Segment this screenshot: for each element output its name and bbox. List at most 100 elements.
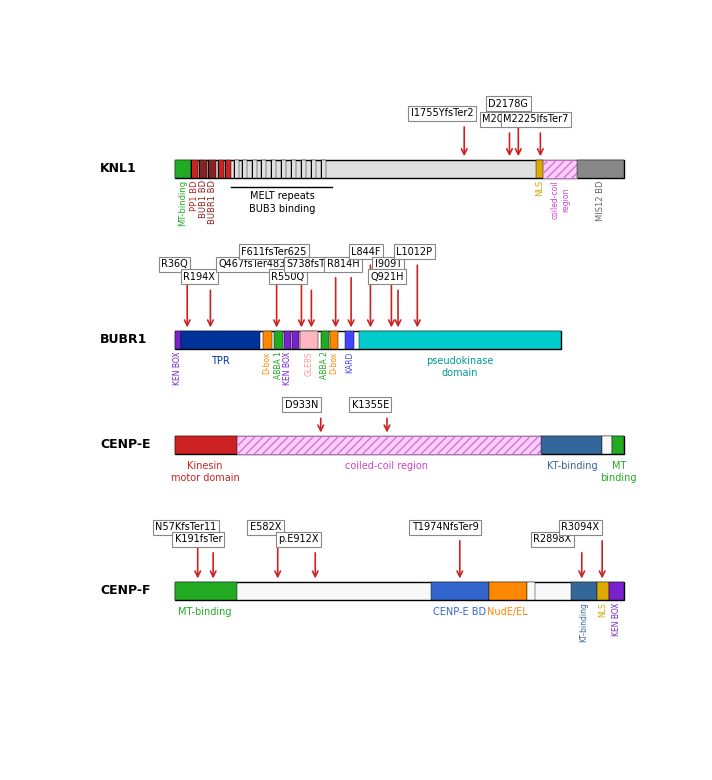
Text: NLS: NLS bbox=[535, 180, 544, 197]
Text: I909T: I909T bbox=[375, 259, 402, 269]
Bar bbox=[292, 331, 299, 349]
Bar bbox=[291, 160, 296, 178]
Bar bbox=[577, 160, 624, 178]
Text: TPR: TPR bbox=[211, 356, 230, 366]
Bar bbox=[360, 331, 561, 349]
Text: S738fsTer753: S738fsTer753 bbox=[287, 259, 352, 269]
Bar bbox=[527, 582, 535, 600]
Bar bbox=[597, 582, 609, 600]
Bar bbox=[542, 436, 602, 454]
Text: BUBR1: BUBR1 bbox=[100, 333, 147, 346]
Text: CENP-F: CENP-F bbox=[100, 584, 150, 597]
Text: pseudokinase
domain: pseudokinase domain bbox=[426, 356, 493, 378]
Bar bbox=[174, 331, 561, 349]
Text: ABBA 2: ABBA 2 bbox=[320, 351, 329, 379]
Bar bbox=[191, 160, 198, 178]
Bar bbox=[174, 582, 237, 600]
Text: MT-binding: MT-binding bbox=[178, 607, 231, 617]
Text: MIS12 BD: MIS12 BD bbox=[596, 180, 605, 221]
Text: T1974NfsTer9: T1974NfsTer9 bbox=[412, 523, 478, 532]
Bar bbox=[431, 582, 489, 600]
Bar bbox=[242, 160, 247, 178]
Text: CENP-E: CENP-E bbox=[100, 438, 150, 452]
Text: BUB1 BD: BUB1 BD bbox=[199, 180, 208, 218]
Text: KT-binding: KT-binding bbox=[579, 602, 588, 642]
Bar bbox=[174, 160, 191, 178]
Bar bbox=[261, 160, 266, 178]
Text: MT-binding: MT-binding bbox=[178, 180, 187, 226]
Text: KEN BOX: KEN BOX bbox=[283, 351, 292, 385]
Text: BUBR1 BD: BUBR1 BD bbox=[208, 180, 216, 224]
Bar bbox=[225, 160, 231, 178]
Bar bbox=[301, 160, 306, 178]
Bar bbox=[345, 331, 354, 349]
Text: KEN BOX: KEN BOX bbox=[612, 602, 621, 636]
Bar bbox=[536, 160, 543, 178]
Text: E582X: E582X bbox=[250, 523, 281, 532]
Text: L844F: L844F bbox=[351, 246, 381, 257]
Text: F611fsTer625: F611fsTer625 bbox=[241, 246, 307, 257]
Text: R2898X: R2898X bbox=[533, 534, 572, 544]
Text: D933N: D933N bbox=[285, 399, 318, 410]
Text: MT
binding: MT binding bbox=[600, 461, 637, 483]
Text: M2225IfsTer7: M2225IfsTer7 bbox=[503, 115, 569, 125]
Bar bbox=[174, 582, 624, 600]
Text: M2041I: M2041I bbox=[482, 115, 518, 125]
Bar bbox=[263, 331, 272, 349]
Bar bbox=[218, 160, 224, 178]
Bar bbox=[311, 160, 316, 178]
Bar bbox=[199, 160, 206, 178]
Text: BUB3 binding: BUB3 binding bbox=[249, 204, 315, 214]
Bar bbox=[330, 331, 338, 349]
Bar bbox=[602, 436, 612, 454]
Text: NudE/EL: NudE/EL bbox=[487, 607, 528, 617]
Text: KARD: KARD bbox=[345, 351, 354, 373]
Text: D-box: D-box bbox=[330, 351, 338, 374]
Text: p.E912X: p.E912X bbox=[278, 534, 319, 544]
Bar bbox=[571, 582, 597, 600]
Text: L1012P: L1012P bbox=[397, 246, 433, 257]
Bar bbox=[237, 436, 541, 454]
Bar bbox=[300, 331, 318, 349]
Text: MELT repeats: MELT repeats bbox=[250, 192, 315, 201]
Text: R194X: R194X bbox=[184, 271, 215, 282]
Text: ABBA 1: ABBA 1 bbox=[274, 351, 283, 379]
Text: I1755YfsTer2: I1755YfsTer2 bbox=[411, 108, 473, 119]
Bar bbox=[271, 160, 276, 178]
Text: GLEBS: GLEBS bbox=[305, 351, 314, 376]
Bar bbox=[252, 160, 257, 178]
Text: PP1 BD: PP1 BD bbox=[190, 180, 199, 211]
Text: R550Q: R550Q bbox=[271, 271, 304, 282]
Bar bbox=[174, 331, 181, 349]
Bar bbox=[612, 436, 624, 454]
Bar bbox=[320, 331, 329, 349]
Text: K1355E: K1355E bbox=[352, 399, 389, 410]
Text: coiled-coil region: coiled-coil region bbox=[345, 461, 429, 471]
Bar bbox=[174, 160, 624, 178]
Bar bbox=[320, 160, 325, 178]
Bar bbox=[274, 331, 283, 349]
Text: KT-binding: KT-binding bbox=[547, 461, 597, 471]
Bar bbox=[284, 331, 291, 349]
Text: coiled-coil
region: coiled-coil region bbox=[550, 180, 570, 219]
Bar bbox=[208, 160, 216, 178]
Text: D2178G: D2178G bbox=[488, 99, 528, 109]
Text: NLS: NLS bbox=[598, 602, 607, 617]
Text: R3094X: R3094X bbox=[561, 523, 599, 532]
Text: K191fsTer: K191fsTer bbox=[174, 534, 222, 544]
Bar bbox=[181, 331, 260, 349]
Bar bbox=[174, 436, 237, 454]
Bar bbox=[234, 160, 239, 178]
Bar bbox=[489, 582, 527, 600]
Text: D-box: D-box bbox=[263, 351, 272, 374]
Text: N57KfsTer11: N57KfsTer11 bbox=[155, 523, 216, 532]
Text: KEN BOX: KEN BOX bbox=[173, 351, 182, 385]
Text: CENP-E BD: CENP-E BD bbox=[433, 607, 486, 617]
Bar bbox=[609, 582, 624, 600]
Bar bbox=[281, 160, 286, 178]
Text: Q921H: Q921H bbox=[370, 271, 404, 282]
Text: Q467fsTer483: Q467fsTer483 bbox=[218, 259, 286, 269]
Text: Kinesin
motor domain: Kinesin motor domain bbox=[170, 461, 239, 483]
Bar bbox=[543, 160, 577, 178]
Text: KNL1: KNL1 bbox=[100, 162, 137, 176]
